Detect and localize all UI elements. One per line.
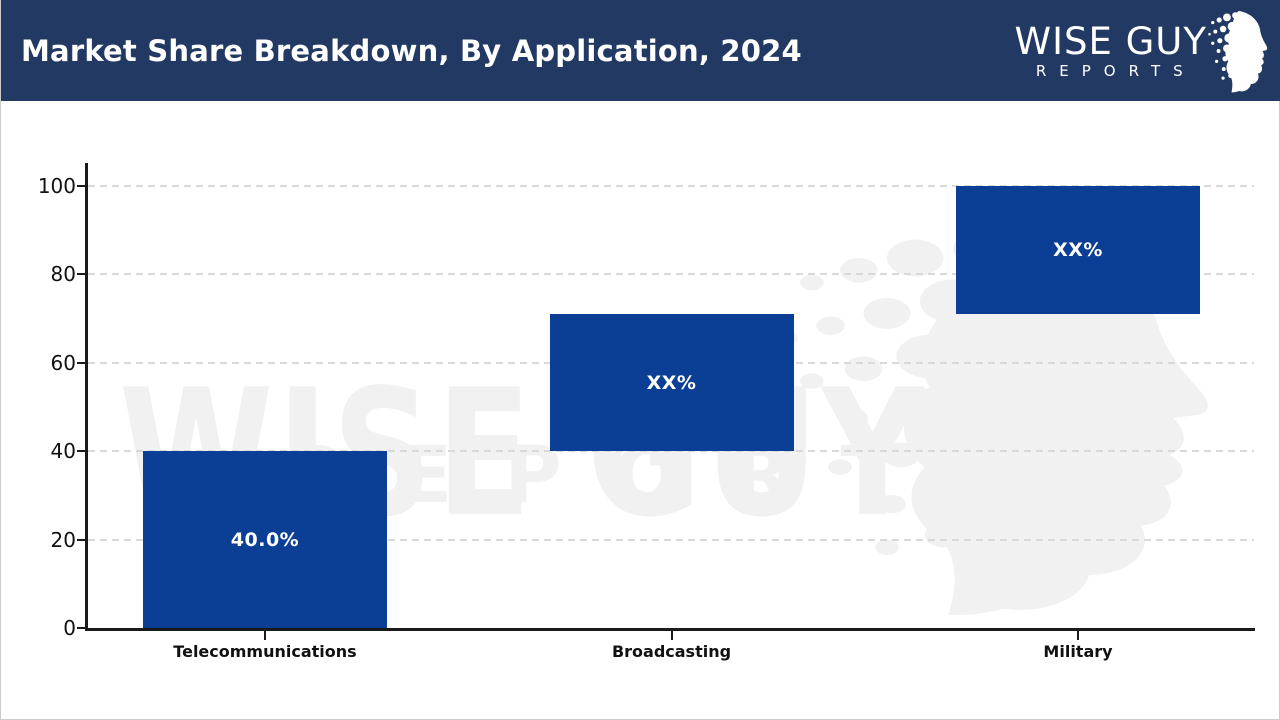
logo-wordmark: WISE GUY (1014, 19, 1207, 63)
face-logo-icon (1208, 10, 1268, 92)
y-axis-tick (77, 185, 86, 187)
y-axis-tick-label: 40 (50, 439, 76, 464)
gridline (88, 273, 1254, 276)
bar: XX% (549, 314, 794, 452)
header-bar: Market Share Breakdown, By Application, … (1, 0, 1280, 101)
x-axis-label: Telecommunications (173, 642, 357, 661)
y-axis-tick (77, 538, 86, 541)
chart-area: WISE GUY REPORTS 0 20 40 60 80 100 Telecommuni… (1, 101, 1280, 719)
y-axis (85, 163, 88, 631)
y-axis-tick (77, 627, 86, 629)
bar: XX% (956, 186, 1200, 315)
x-axis (85, 628, 1255, 631)
y-axis-tick (77, 273, 86, 276)
y-axis-tick-label: 20 (50, 527, 76, 552)
gridline (88, 538, 1254, 541)
x-axis-tick (1077, 631, 1079, 640)
y-axis-tick (77, 361, 86, 364)
gridline (88, 450, 1254, 453)
logo-text: WISE GUY REPORTS (1014, 19, 1207, 80)
y-axis-tick-label: 80 (50, 262, 76, 287)
bar-value-label: XX% (646, 371, 697, 394)
x-axis-tick (264, 631, 266, 640)
wise-guy-reports-logo: WISE GUY REPORTS (1015, 9, 1273, 93)
y-axis-tick-label: 60 (50, 350, 76, 375)
bar-value-label: XX% (1053, 239, 1103, 262)
x-axis-tick (670, 631, 673, 640)
page-title: Market Share Breakdown, By Application, … (21, 33, 802, 68)
x-axis-label: Broadcasting (611, 642, 732, 661)
logo-subtitle: REPORTS (1035, 61, 1196, 80)
y-axis-tick (77, 450, 86, 453)
gridline (88, 185, 1254, 187)
y-axis-tick-label: 100 (37, 174, 76, 198)
bar: 40.0% (143, 451, 387, 628)
x-axis-label: Military (1043, 642, 1113, 661)
bar-value-label: 40.0% (230, 528, 300, 551)
y-axis-tick-label: 0 (63, 616, 76, 640)
